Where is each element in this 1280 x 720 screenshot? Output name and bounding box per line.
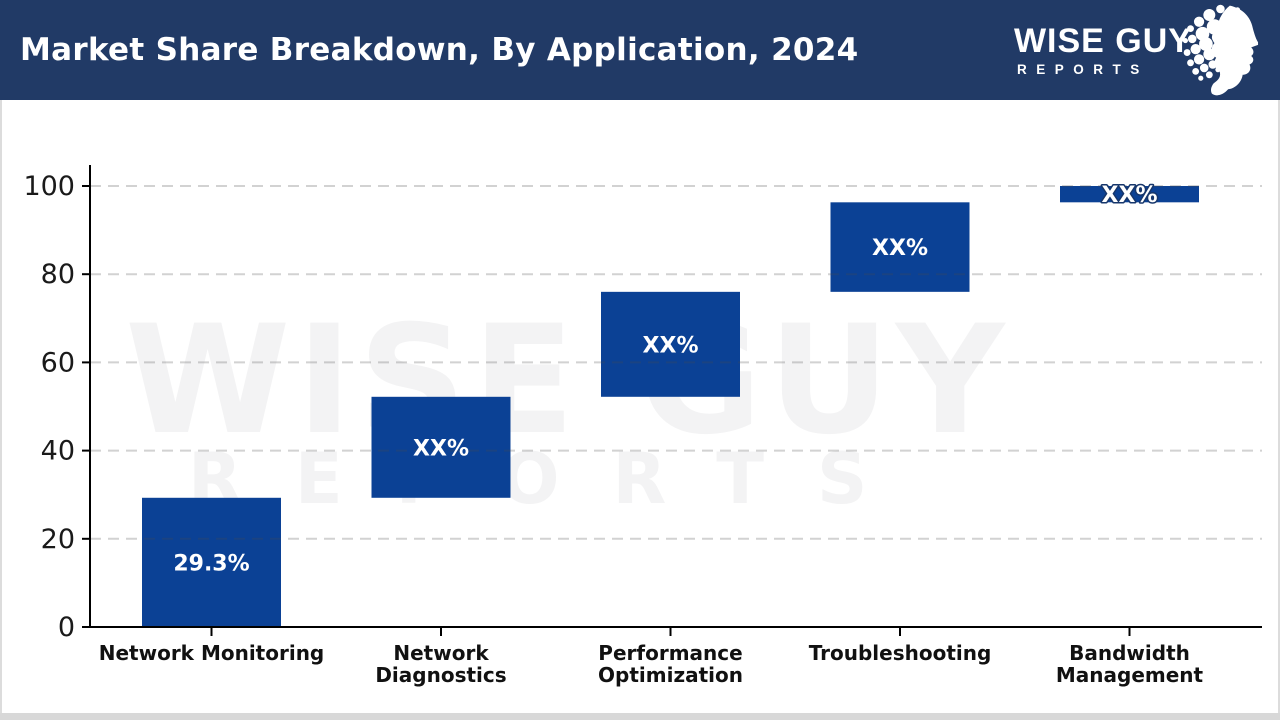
x-axis-category-label: Network Monitoring: [99, 641, 325, 665]
right-border: [1278, 100, 1280, 720]
brand-logo: WISE GUY REPORTS: [1014, 0, 1266, 100]
left-border: [0, 100, 2, 720]
bar: [142, 497, 281, 627]
dotted-head-icon: [1180, 3, 1266, 97]
y-tick-label: 60: [41, 347, 75, 378]
chart-area: WISE GUY REPORTS 0 20 40 60 80 100 Network Mon…: [0, 100, 1280, 720]
bar-value-label: XX%: [413, 436, 469, 461]
bar: [371, 396, 511, 498]
brand-name: WISE GUY: [1013, 21, 1192, 60]
y-tick-label: 100: [23, 171, 75, 202]
bar: [601, 291, 740, 397]
x-axis-category-label: Network Diagnostics: [375, 641, 506, 687]
bar-value-label: XX%: [872, 236, 928, 261]
watermark-text: WISE GUY: [125, 294, 1011, 468]
axes-group: [82, 165, 1262, 636]
bottom-strip: [0, 713, 1280, 720]
y-tick-label: 40: [41, 436, 75, 467]
y-tick-label: 20: [41, 524, 75, 555]
gridlines-group: [90, 185, 1262, 540]
y-tick-label: 0: [58, 612, 75, 643]
brand-text: WISE GUY REPORTS: [1014, 24, 1192, 77]
market-share-bar-chart: WISE GUY REPORTS 0 20 40 60 80 100 Network Mon…: [23, 165, 1262, 687]
page-title: Market Share Breakdown, By Application, …: [20, 32, 859, 68]
x-axis-category-label: Performance Optimization: [598, 641, 743, 687]
watermark-subtext: REPORTS: [188, 438, 920, 520]
bars-group: [142, 186, 1199, 627]
bar-value-label: XX%: [1102, 183, 1158, 208]
labels-group: 0 20 40 60 80 100 Network Monitoring Network Dia…: [23, 171, 1203, 687]
x-axis-category-label: Troubleshooting: [809, 641, 992, 665]
y-tick-label: 80: [41, 259, 75, 290]
watermark: WISE GUY REPORTS: [125, 294, 1011, 520]
x-axis-category-label: Bandwidth Management: [1056, 641, 1204, 687]
bar: [830, 202, 970, 292]
bar: [1060, 186, 1199, 203]
bar-value-label: XX%: [643, 333, 699, 358]
bar-value-label: 29.3%: [173, 551, 249, 576]
brand-subtitle: REPORTS: [1016, 61, 1149, 77]
header-bar: Market Share Breakdown, By Application, …: [0, 0, 1280, 100]
